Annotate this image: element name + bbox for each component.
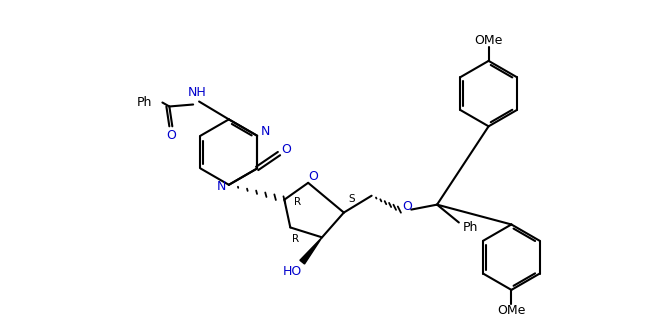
- Text: O: O: [167, 129, 176, 142]
- Text: Ph: Ph: [137, 96, 152, 109]
- Text: HO: HO: [283, 265, 302, 278]
- Text: OMe: OMe: [497, 304, 525, 317]
- Text: N: N: [260, 125, 270, 138]
- Polygon shape: [300, 237, 322, 264]
- Text: Ph: Ph: [463, 221, 478, 234]
- Text: N: N: [217, 180, 227, 193]
- Text: OMe: OMe: [475, 33, 503, 46]
- Text: R: R: [294, 197, 301, 207]
- Text: O: O: [402, 200, 412, 213]
- Text: O: O: [308, 170, 318, 183]
- Text: NH: NH: [187, 86, 206, 99]
- Text: R: R: [292, 234, 299, 244]
- Text: O: O: [281, 143, 291, 156]
- Text: S: S: [348, 194, 355, 204]
